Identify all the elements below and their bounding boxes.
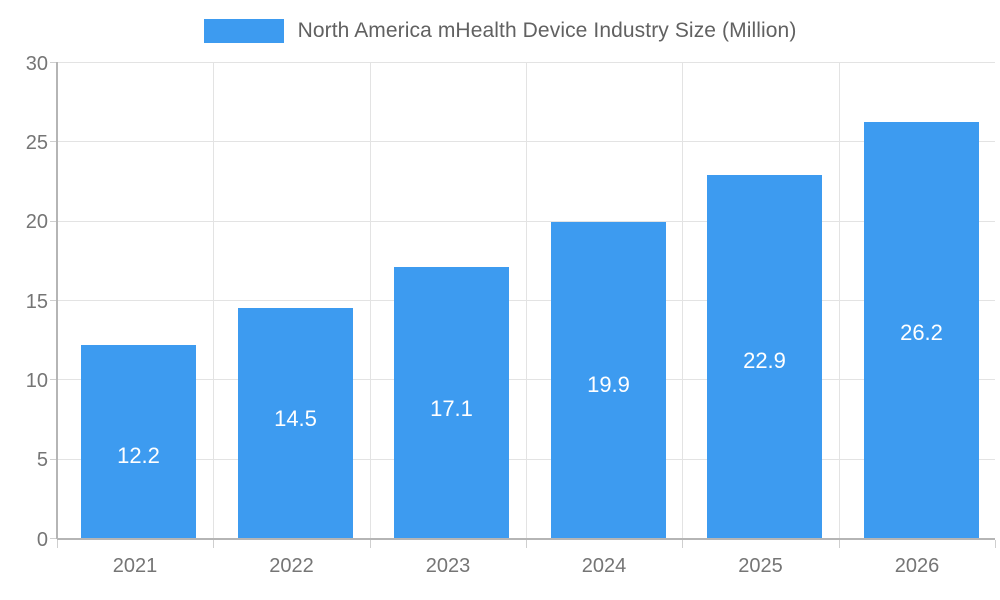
x-tick-label-2024: 2024 <box>581 555 627 577</box>
y-tick-label-15: 15 <box>25 291 48 313</box>
bar-2026[interactable]: 26.2 <box>864 122 979 538</box>
x-tick-mark-5 <box>839 540 840 548</box>
x-tick-label-2023: 2023 <box>425 555 471 577</box>
y-axis-line <box>56 62 58 539</box>
x-tick-mark-4 <box>682 540 683 548</box>
x-tick-label-2025: 2025 <box>738 555 783 577</box>
y-tick-label-10: 10 <box>25 370 48 392</box>
x-tick-mark-1 <box>213 540 214 548</box>
x-tick-mark-3 <box>526 540 527 548</box>
y-tick-mark-0 <box>50 538 57 539</box>
legend-item-series-0[interactable]: North America mHealth Device Industry Si… <box>203 19 797 43</box>
bar-2024[interactable]: 19.9 <box>551 222 666 538</box>
bar-2023[interactable]: 17.1 <box>394 267 509 538</box>
y-axis-tick-labels: 30 25 20 15 10 5 0 <box>0 0 48 600</box>
chart-legend: North America mHealth Device Industry Si… <box>0 0 1000 62</box>
legend-swatch-icon <box>203 19 284 43</box>
y-tick-label-5: 5 <box>36 449 48 471</box>
bar-value-2026: 26.2 <box>900 320 943 345</box>
bar-series-0: 12.2 14.5 17.1 19.9 22.9 26.2 <box>57 62 995 538</box>
y-tick-mark-30 <box>50 62 57 63</box>
y-tick-label-25: 25 <box>25 132 48 154</box>
x-axis-tick-labels: 2021 2022 2023 2024 2025 2026 <box>57 548 995 588</box>
bar-value-2024: 19.9 <box>587 372 630 397</box>
y-tick-mark-10 <box>50 379 57 380</box>
bar-value-2021: 12.2 <box>117 443 160 468</box>
bar-value-2023: 17.1 <box>430 396 473 421</box>
x-tick-mark-0 <box>57 540 58 548</box>
x-tick-mark-2 <box>370 540 371 548</box>
bar-2021[interactable]: 12.2 <box>81 345 196 538</box>
x-axis-line <box>57 538 995 540</box>
y-tick-mark-25 <box>50 141 57 142</box>
bar-value-2022: 14.5 <box>274 406 317 431</box>
y-tick-label-20: 20 <box>25 211 48 233</box>
legend-label: North America mHealth Device Industry Si… <box>297 19 797 42</box>
bar-value-2025: 22.9 <box>743 348 786 373</box>
y-tick-mark-15 <box>50 300 57 301</box>
x-tick-label-2022: 2022 <box>269 555 314 577</box>
y-tick-label-30: 30 <box>25 53 48 75</box>
y-tick-mark-20 <box>50 221 57 222</box>
y-tick-label-0: 0 <box>36 529 48 551</box>
plot-area: 12.2 14.5 17.1 19.9 22.9 26.2 <box>57 62 995 538</box>
bar-2025[interactable]: 22.9 <box>707 175 822 538</box>
x-tick-label-2021: 2021 <box>112 555 158 577</box>
x-tick-mark-6 <box>995 540 996 548</box>
y-tick-mark-5 <box>50 459 57 460</box>
x-tick-label-2026: 2026 <box>894 555 940 577</box>
bar-2022[interactable]: 14.5 <box>238 308 353 538</box>
